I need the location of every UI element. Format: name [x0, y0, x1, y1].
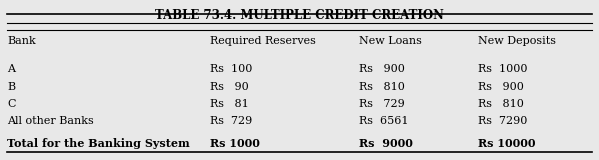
Text: Rs   81: Rs 81: [210, 99, 249, 109]
Text: Rs   90: Rs 90: [210, 82, 249, 92]
Text: Rs 1000: Rs 1000: [210, 138, 260, 149]
Text: B: B: [7, 82, 16, 92]
Text: TABLE 73.4. MULTIPLE CREDIT CREATION: TABLE 73.4. MULTIPLE CREDIT CREATION: [155, 9, 444, 22]
Text: All other Banks: All other Banks: [7, 116, 94, 126]
Text: Rs 10000: Rs 10000: [479, 138, 536, 149]
Text: Rs  9000: Rs 9000: [359, 138, 413, 149]
Text: Rs  729: Rs 729: [210, 116, 252, 126]
Text: Rs  100: Rs 100: [210, 64, 252, 74]
Text: A: A: [7, 64, 16, 74]
Text: Rs  6561: Rs 6561: [359, 116, 409, 126]
Text: Rs   810: Rs 810: [479, 99, 524, 109]
Text: Rs  7290: Rs 7290: [479, 116, 528, 126]
Text: Rs   900: Rs 900: [479, 82, 524, 92]
Text: Required Reserves: Required Reserves: [210, 36, 316, 46]
Text: Rs   729: Rs 729: [359, 99, 405, 109]
Text: New Loans: New Loans: [359, 36, 422, 46]
Text: Rs  1000: Rs 1000: [479, 64, 528, 74]
Text: New Deposits: New Deposits: [479, 36, 556, 46]
Text: Rs   900: Rs 900: [359, 64, 405, 74]
Text: Rs   810: Rs 810: [359, 82, 405, 92]
Text: Bank: Bank: [7, 36, 36, 46]
Text: Total for the Banking System: Total for the Banking System: [7, 138, 190, 149]
Text: C: C: [7, 99, 16, 109]
